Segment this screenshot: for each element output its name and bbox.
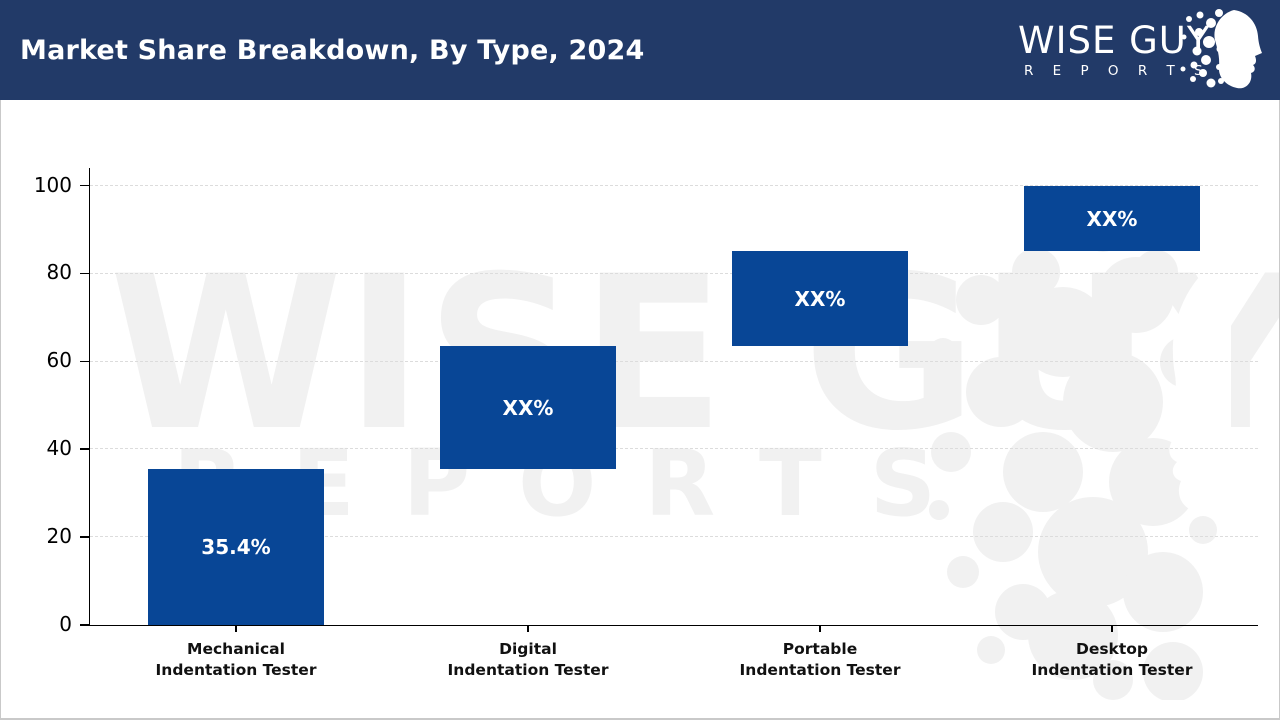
chart-canvas: WISE GUY REPORTS 0 20 40 60 80 100 35.4% Mechan… xyxy=(0,100,1280,720)
bar-value-label: XX% xyxy=(794,286,846,311)
bar-value-label: XX% xyxy=(1086,206,1138,231)
y-tick-mark xyxy=(80,624,89,626)
header-bar: Market Share Breakdown, By Type, 2024 WI… xyxy=(0,0,1280,100)
y-tick-label: 40 xyxy=(46,436,72,461)
y-tick-label: 0 xyxy=(59,612,72,636)
bar: 35.4% xyxy=(148,469,324,625)
gridline xyxy=(90,272,1258,274)
logo-dots-pattern xyxy=(1180,9,1224,88)
plot-area: 0 20 40 60 80 100 35.4% Mechanical Indentation T… xyxy=(34,168,1258,679)
watermark-face-cutout xyxy=(1159,250,1231,520)
page-title: Market Share Breakdown, By Type, 2024 xyxy=(20,34,645,66)
x-tick-mark xyxy=(1111,625,1113,632)
y-tick-mark xyxy=(80,448,89,451)
category-label-line1: Portable xyxy=(782,640,858,658)
category-label: Digital Indentation Tester xyxy=(382,639,674,681)
wise-guy-reports-logo: WISE GUY R E P O R T S xyxy=(1018,9,1262,89)
y-tick-label: 20 xyxy=(46,524,72,549)
category-label: Desktop Indentation Tester xyxy=(966,639,1258,681)
category-label-line1: Desktop xyxy=(1075,640,1149,658)
y-tick-mark xyxy=(80,536,89,538)
x-tick-mark xyxy=(819,625,821,632)
watermark-face-graphic xyxy=(903,216,1231,700)
bar: XX% xyxy=(440,345,616,470)
category-label-line2: Indentation Tester xyxy=(155,661,317,679)
bar: XX% xyxy=(1024,185,1200,252)
category-label-line2: Indentation Tester xyxy=(1031,661,1193,679)
gridline xyxy=(90,448,1258,450)
logo-face-silhouette xyxy=(1214,10,1262,89)
y-tick-label: 80 xyxy=(46,260,72,285)
logo-text-main: WISE GUY xyxy=(1018,19,1210,62)
y-tick-mark xyxy=(80,184,89,187)
category-label-line1: Mechanical xyxy=(187,640,285,658)
category-label-line1: Digital xyxy=(499,640,557,658)
category-label-line2: Indentation Tester xyxy=(739,661,901,679)
gridline xyxy=(90,360,1258,362)
category-label-line2: Indentation Tester xyxy=(447,661,609,679)
logo-text-sub: R E P O R T S xyxy=(1024,63,1210,79)
y-tick-label: 100 xyxy=(33,172,72,197)
x-tick-mark xyxy=(235,625,237,632)
bar: XX% xyxy=(732,251,908,346)
x-tick-mark xyxy=(527,625,529,632)
gridline xyxy=(90,184,1258,186)
gridline xyxy=(90,536,1258,538)
bar-value-label: 35.4% xyxy=(201,535,271,560)
bar-value-label: XX% xyxy=(502,395,554,420)
y-tick-label: 60 xyxy=(46,348,72,373)
category-label: Portable Indentation Tester xyxy=(674,639,966,681)
y-tick-mark xyxy=(80,360,89,363)
category-label: Mechanical Indentation Tester xyxy=(90,639,382,681)
y-tick-mark xyxy=(80,272,89,275)
